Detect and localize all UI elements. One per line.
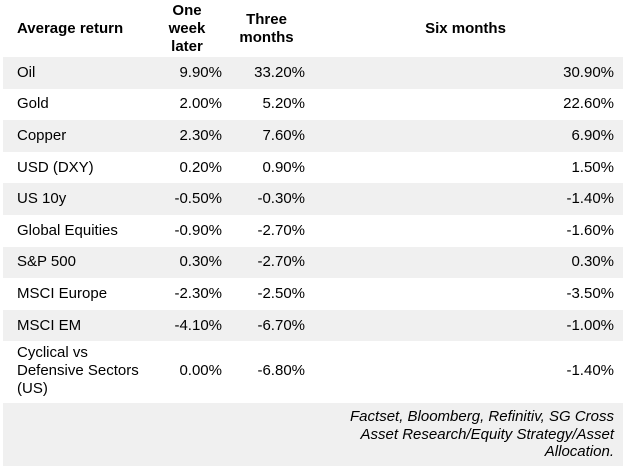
three-months-value: 33.20% (254, 63, 305, 81)
one-week-value: 9.90% (179, 63, 222, 81)
col-header-three-months: Three months (225, 11, 308, 47)
row-label: Copper (17, 126, 67, 144)
one-week-value: -4.10% (174, 316, 222, 334)
six-months-value: -1.00% (566, 316, 614, 334)
col-header-one-week-later-label: One week later (168, 1, 206, 55)
one-week-value: -0.90% (174, 221, 222, 239)
six-months-value: 30.90% (563, 63, 614, 81)
table-body: Oil 9.90% 33.20% 30.90% Gold 2.00% 5.20%… (3, 57, 623, 401)
table-row: US 10y -0.50% -0.30% -1.40% (3, 183, 623, 215)
table-row: Copper 2.30% 7.60% 6.90% (3, 120, 623, 152)
six-months-value: -1.40% (566, 362, 614, 380)
table-row: Oil 9.90% 33.20% 30.90% (3, 57, 623, 89)
three-months-value: 0.90% (262, 158, 305, 176)
six-months-value: -1.40% (566, 190, 614, 208)
returns-table: Average return One week later Three mont… (3, 0, 623, 466)
source-note: Factset, Bloomberg, Refinitiv, SG Cross … (3, 403, 623, 466)
table-row: Gold 2.00% 5.20% 22.60% (3, 89, 623, 121)
three-months-value: -0.30% (257, 190, 305, 208)
one-week-value: 2.30% (179, 126, 222, 144)
row-label: MSCI EM (17, 316, 82, 334)
row-label: S&P 500 (17, 253, 76, 271)
three-months-value: -2.70% (257, 221, 305, 239)
one-week-value: 0.00% (179, 362, 222, 380)
one-week-value: -0.50% (174, 190, 222, 208)
three-months-value: 5.20% (262, 95, 305, 113)
row-label: Global Equities (17, 221, 118, 239)
col-header-three-months-label: Three months (239, 10, 294, 46)
row-label: MSCI Europe (17, 284, 108, 302)
table-row: MSCI EM -4.10% -6.70% -1.00% (3, 309, 623, 342)
row-label: US 10y (17, 190, 67, 208)
col-header-one-week-later: One week later (149, 2, 225, 56)
one-week-value: 2.00% (179, 95, 222, 113)
source-note-text: Factset, Bloomberg, Refinitiv, SG Cross … (350, 408, 614, 461)
one-week-value: 0.30% (179, 253, 222, 271)
six-months-value: 0.30% (571, 253, 614, 271)
row-label: Cyclical vs Defensive Sectors (US) (17, 344, 139, 398)
table-row: MSCI Europe -2.30% -2.50% -3.50% (3, 278, 623, 310)
three-months-value: 7.60% (262, 126, 305, 144)
three-months-value: -6.70% (257, 316, 305, 334)
six-months-value: -1.60% (566, 221, 614, 239)
six-months-value: -3.50% (566, 284, 614, 302)
three-months-value: -6.80% (257, 362, 305, 380)
six-months-value: 1.50% (571, 158, 614, 176)
col-header-average-return: Average return (17, 19, 124, 37)
header-row: Average return One week later Three mont… (3, 0, 623, 57)
table-row: Cyclical vs Defensive Sectors (US) 0.00%… (3, 341, 623, 401)
six-months-value: 22.60% (563, 95, 614, 113)
three-months-value: -2.70% (257, 253, 305, 271)
one-week-value: -2.30% (174, 284, 222, 302)
table-row: USD (DXY) 0.20% 0.90% 1.50% (3, 152, 623, 184)
table-row: S&P 500 0.30% -2.70% 0.30% (3, 246, 623, 279)
one-week-value: 0.20% (179, 158, 222, 176)
row-label: Gold (17, 95, 49, 113)
row-label: Oil (17, 63, 36, 81)
three-months-value: -2.50% (257, 284, 305, 302)
table-row: Global Equities -0.90% -2.70% -1.60% (3, 215, 623, 247)
six-months-value: 6.90% (571, 126, 614, 144)
col-header-six-months: Six months (425, 19, 506, 37)
row-label: USD (DXY) (17, 158, 94, 176)
